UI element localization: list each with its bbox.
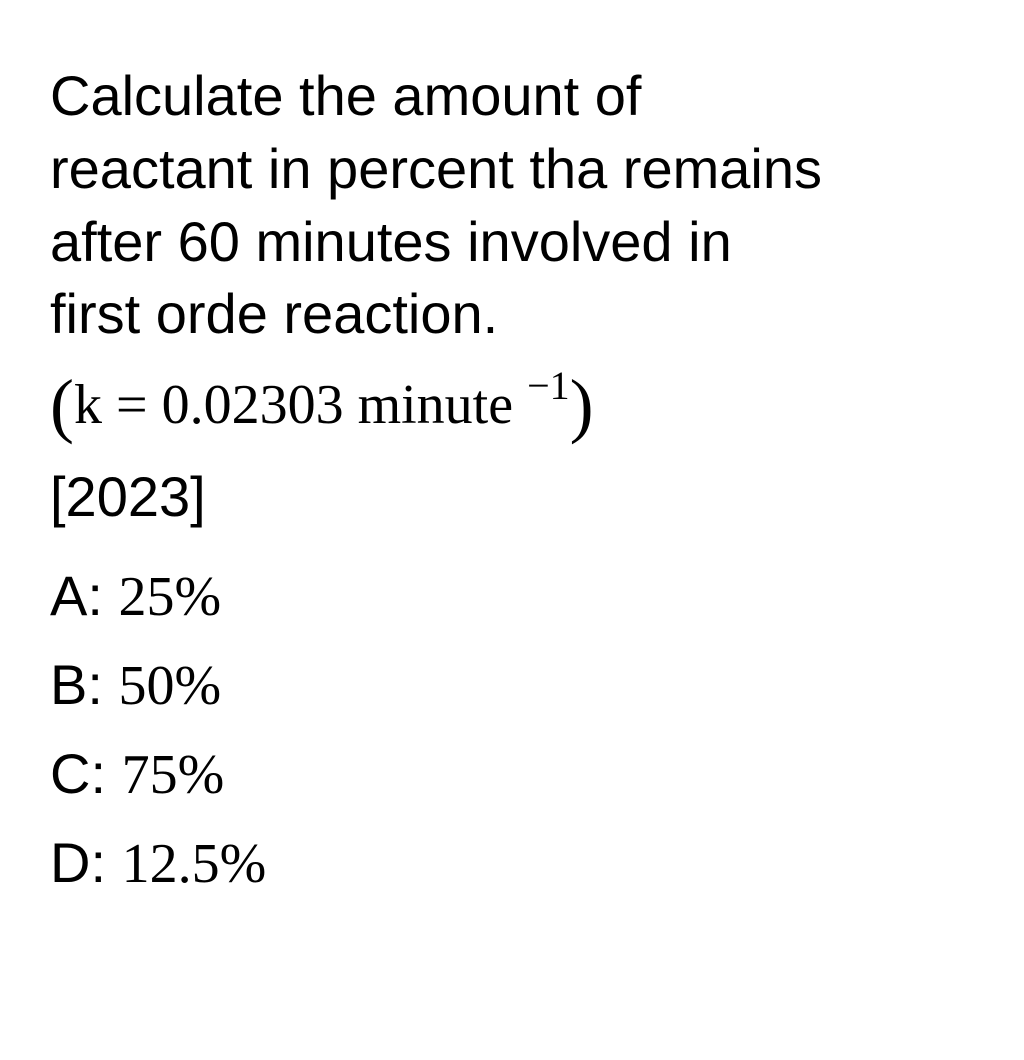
option-b-value: 50% xyxy=(118,655,221,717)
option-c-value: 75% xyxy=(122,744,225,806)
question-line-4: first orde reaction. xyxy=(50,282,498,345)
option-b: B: 50% xyxy=(50,643,974,728)
options-list: A: 25% B: 50% C: 75% D: 12.5% xyxy=(50,554,974,906)
option-a-label: A: xyxy=(50,564,118,627)
question-line-3: after 60 minutes involved in xyxy=(50,210,732,273)
option-c-label: C: xyxy=(50,742,122,805)
open-paren: ( xyxy=(50,365,74,445)
year-tag: [2023] xyxy=(50,461,974,534)
question-container: Calculate the amount of reactant in perc… xyxy=(50,60,974,906)
option-c: C: 75% xyxy=(50,732,974,817)
option-a-value: 25% xyxy=(118,566,221,628)
equation-k-text: k = 0.02303 minute xyxy=(74,374,527,436)
question-line-1: Calculate the amount of xyxy=(50,64,641,127)
equation-line: (k = 0.02303 minute −1) xyxy=(50,359,974,453)
close-paren: ) xyxy=(570,365,594,445)
question-text: Calculate the amount of reactant in perc… xyxy=(50,60,974,351)
option-d: D: 12.5% xyxy=(50,821,974,906)
option-b-label: B: xyxy=(50,653,118,716)
option-d-label: D: xyxy=(50,831,122,894)
option-d-value: 12.5% xyxy=(122,833,267,895)
equation-exponent: −1 xyxy=(527,363,570,408)
option-a: A: 25% xyxy=(50,554,974,639)
question-line-2: reactant in percent tha remains xyxy=(50,137,822,200)
